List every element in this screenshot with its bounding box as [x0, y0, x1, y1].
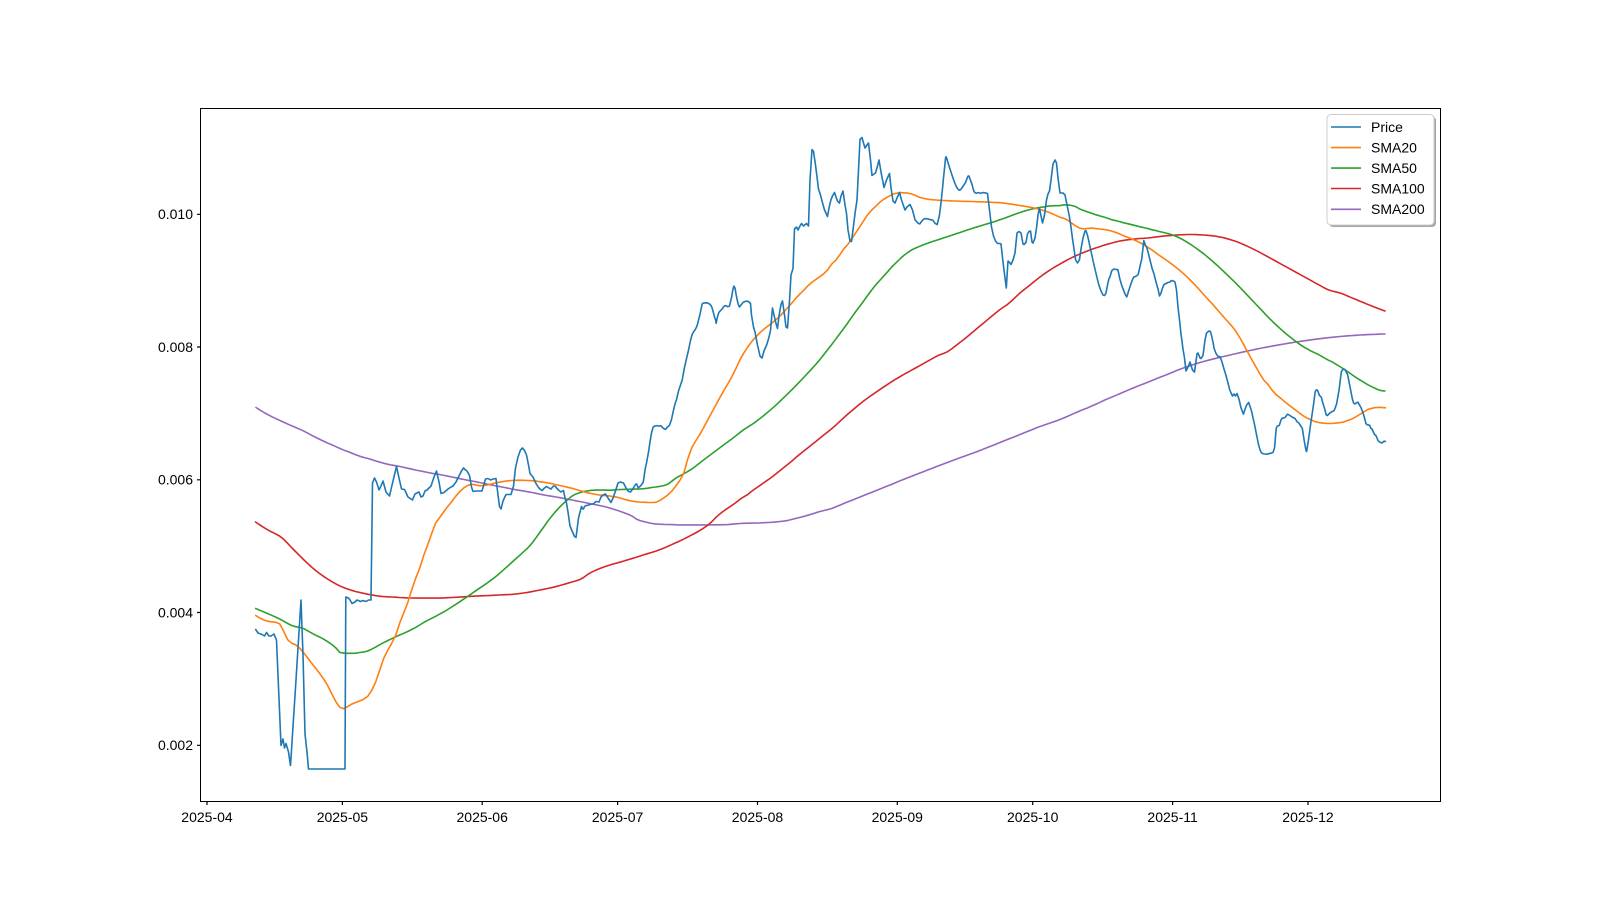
svg-text:0.006: 0.006 [158, 472, 193, 488]
svg-text:0.004: 0.004 [158, 604, 193, 620]
svg-text:0.002: 0.002 [158, 737, 193, 753]
svg-text:SMA100: SMA100 [1371, 180, 1425, 196]
svg-text:2025-09: 2025-09 [872, 809, 924, 825]
svg-text:SMA200: SMA200 [1371, 201, 1425, 217]
svg-text:2025-10: 2025-10 [1007, 809, 1059, 825]
svg-text:Price: Price [1371, 119, 1403, 135]
svg-text:0.010: 0.010 [158, 206, 193, 222]
svg-text:0.008: 0.008 [158, 339, 193, 355]
svg-text:SMA20: SMA20 [1371, 139, 1417, 155]
svg-text:2025-11: 2025-11 [1147, 809, 1198, 825]
svg-text:2025-06: 2025-06 [457, 809, 509, 825]
svg-text:2025-08: 2025-08 [732, 809, 784, 825]
svg-text:SMA50: SMA50 [1371, 160, 1417, 176]
svg-text:2025-05: 2025-05 [317, 809, 369, 825]
svg-text:2025-07: 2025-07 [592, 809, 644, 825]
svg-text:2025-04: 2025-04 [181, 809, 233, 825]
svg-text:2025-12: 2025-12 [1282, 809, 1334, 825]
